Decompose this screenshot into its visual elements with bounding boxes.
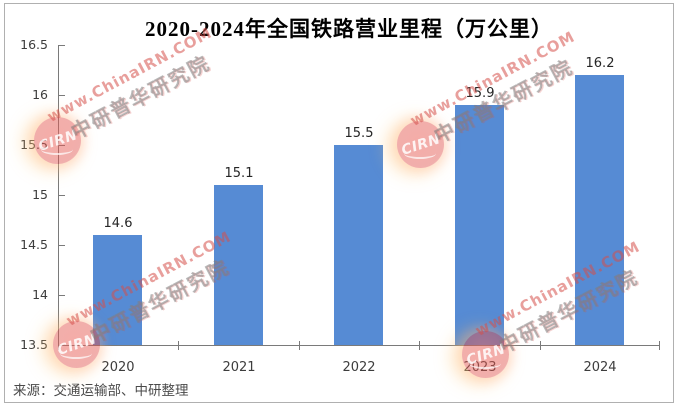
value-label-2020: 14.6 <box>103 216 133 231</box>
y-axis-label: 15.5 <box>20 137 48 152</box>
category-label-2023: 2023 <box>463 360 497 375</box>
x-tick-mark <box>299 341 300 350</box>
x-tick-mark <box>419 341 420 350</box>
x-axis-line <box>58 345 660 346</box>
y-axis-label: 15 <box>32 187 48 202</box>
x-tick-mark <box>58 341 59 350</box>
value-label-2024: 16.2 <box>585 56 615 71</box>
y-axis-label: 13.5 <box>20 337 48 352</box>
x-tick-mark <box>540 341 541 350</box>
y-axis-label: 14.5 <box>20 237 48 252</box>
bar-2022 <box>334 145 383 345</box>
y-tick-mark <box>58 195 65 196</box>
category-label-2020: 2020 <box>101 360 135 375</box>
y-tick-mark <box>58 145 65 146</box>
bar-2020 <box>93 235 142 345</box>
x-tick-mark <box>178 341 179 350</box>
y-tick-mark <box>58 295 65 296</box>
category-label-2021: 2021 <box>222 360 256 375</box>
source-note: 来源：交通运输部、中研整理 <box>13 383 189 399</box>
y-tick-mark <box>58 95 65 96</box>
value-label-2022: 15.5 <box>344 126 374 141</box>
x-tick-mark <box>659 341 660 350</box>
y-tick-mark <box>58 45 65 46</box>
bar-2021 <box>214 185 263 345</box>
y-axis-label: 16 <box>32 87 48 102</box>
bar-2023 <box>455 105 504 345</box>
category-label-2022: 2022 <box>342 360 376 375</box>
y-tick-mark <box>58 245 65 246</box>
value-label-2021: 15.1 <box>224 166 254 181</box>
bar-2024 <box>575 75 624 345</box>
value-label-2023: 15.9 <box>465 86 495 101</box>
y-axis-label: 14 <box>32 287 48 302</box>
chart-title: 2020-2024年全国铁路营业里程（万公里） <box>145 17 553 41</box>
category-label-2024: 2024 <box>583 360 617 375</box>
y-axis-label: 16.5 <box>20 37 48 52</box>
